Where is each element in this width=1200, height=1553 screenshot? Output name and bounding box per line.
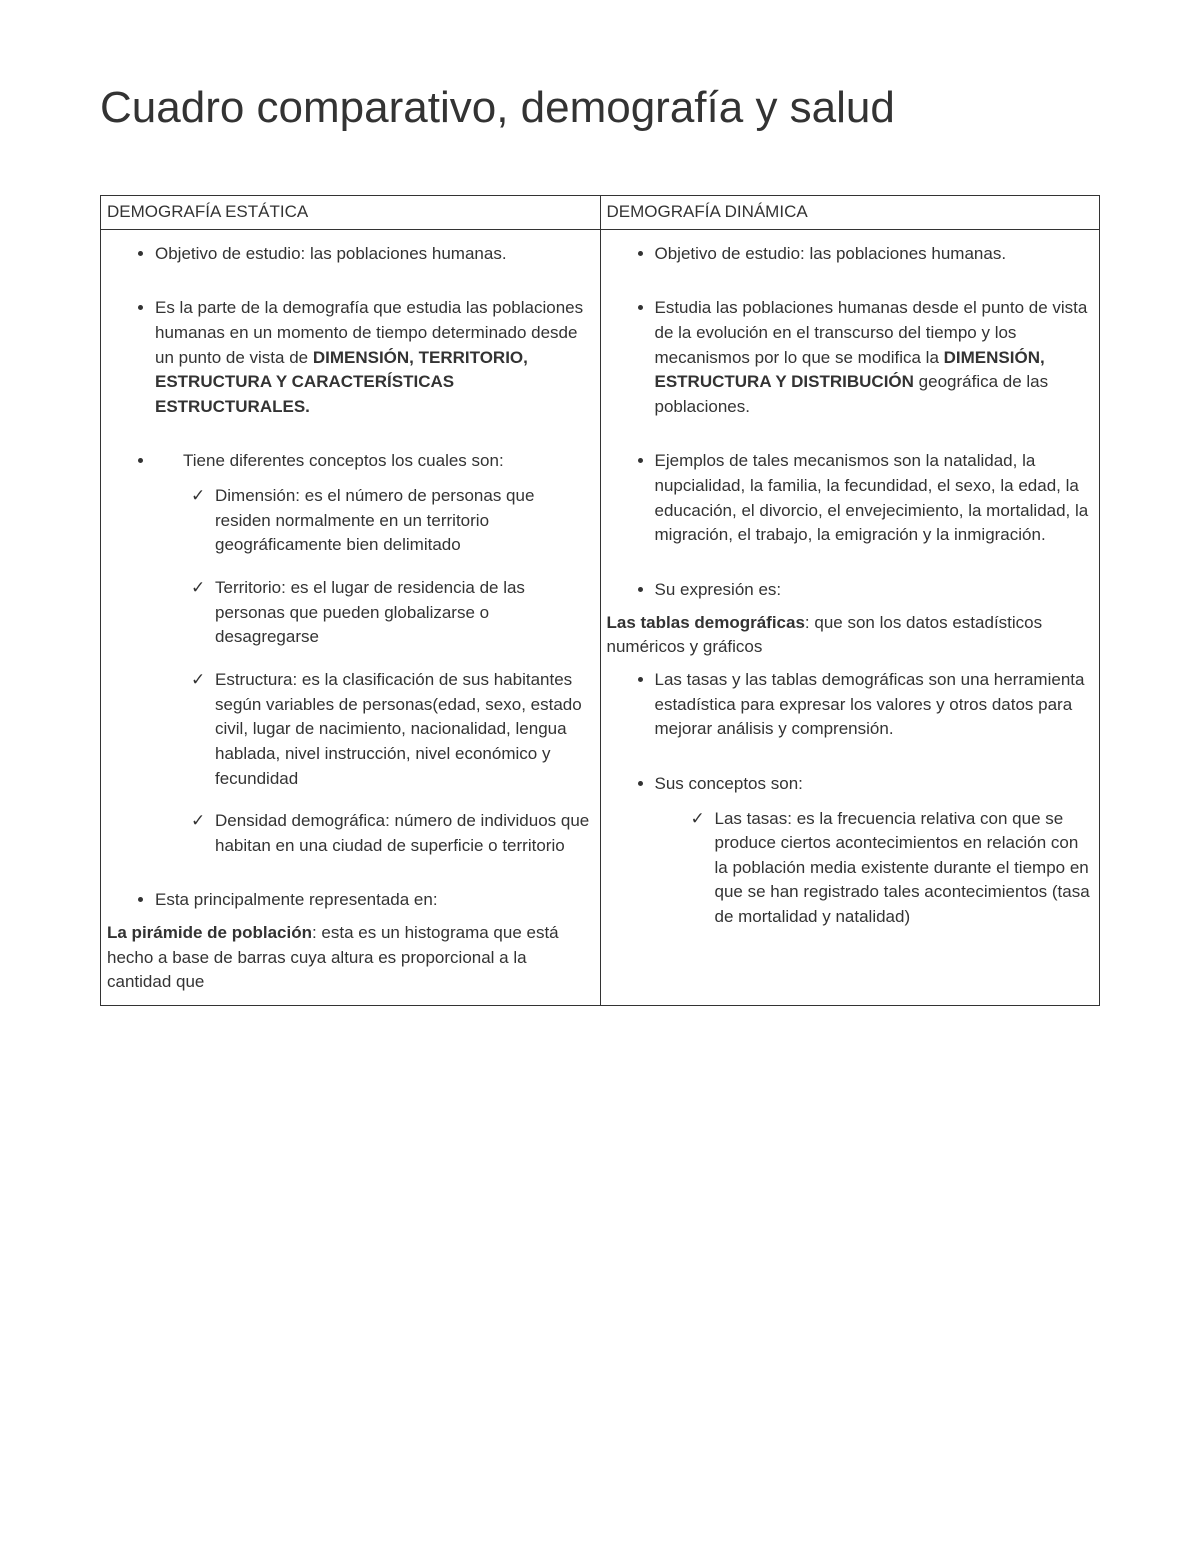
text: Tiene diferentes conceptos los cuales so…	[155, 451, 504, 470]
table-body-row: Objetivo de estudio: las poblaciones hum…	[101, 229, 1100, 1005]
col-header-left: DEMOGRAFÍA ESTÁTICA	[101, 196, 601, 230]
cell-left: Objetivo de estudio: las poblaciones hum…	[101, 229, 601, 1005]
right-bullet-list-1: Objetivo de estudio: las poblaciones hum…	[607, 242, 1094, 603]
paragraph: Las tablas demográficas: que son los dat…	[607, 611, 1094, 660]
text: Sus conceptos son:	[655, 774, 803, 793]
list-item: Objetivo de estudio: las poblaciones hum…	[655, 242, 1094, 267]
cell-right: Objetivo de estudio: las poblaciones hum…	[600, 229, 1100, 1005]
bold-text: Las tablas demográficas	[607, 613, 805, 632]
paragraph: La pirámide de población: esta es un his…	[107, 921, 594, 995]
list-item: Sus conceptos son: Las tasas: es la frec…	[655, 772, 1094, 930]
list-item: Densidad demográfica: número de individu…	[191, 809, 594, 858]
right-bullet-list-2: Las tasas y las tablas demográficas son …	[607, 668, 1094, 930]
list-item: Las tasas y las tablas demográficas son …	[655, 668, 1094, 742]
document-page: Cuadro comparativo, demografía y salud D…	[0, 0, 1200, 1066]
list-item: Su expresión es:	[655, 578, 1094, 603]
list-item: Esta principalmente representada en:	[155, 888, 594, 913]
list-item: Objetivo de estudio: las poblaciones hum…	[155, 242, 594, 267]
left-bullet-list: Objetivo de estudio: las poblaciones hum…	[107, 242, 594, 913]
list-item: Estudia las poblaciones humanas desde el…	[655, 296, 1094, 419]
table-header-row: DEMOGRAFÍA ESTÁTICA DEMOGRAFÍA DINÁMICA	[101, 196, 1100, 230]
list-item: Tiene diferentes conceptos los cuales so…	[155, 449, 594, 858]
list-item: Estructura: es la clasificación de sus h…	[191, 668, 594, 791]
right-check-list: Las tasas: es la frecuencia relativa con…	[655, 807, 1094, 930]
comparison-table: DEMOGRAFÍA ESTÁTICA DEMOGRAFÍA DINÁMICA …	[100, 195, 1100, 1006]
list-item: Ejemplos de tales mecanismos son la nata…	[655, 449, 1094, 548]
bold-text: La pirámide de población	[107, 923, 312, 942]
page-title: Cuadro comparativo, demografía y salud	[100, 80, 1100, 135]
left-check-list: Dimensión: es el número de personas que …	[155, 484, 594, 858]
list-item: Territorio: es el lugar de residencia de…	[191, 576, 594, 650]
list-item: Las tasas: es la frecuencia relativa con…	[691, 807, 1094, 930]
list-item: Es la parte de la demografía que estudia…	[155, 296, 594, 419]
col-header-right: DEMOGRAFÍA DINÁMICA	[600, 196, 1100, 230]
list-item: Dimensión: es el número de personas que …	[191, 484, 594, 558]
